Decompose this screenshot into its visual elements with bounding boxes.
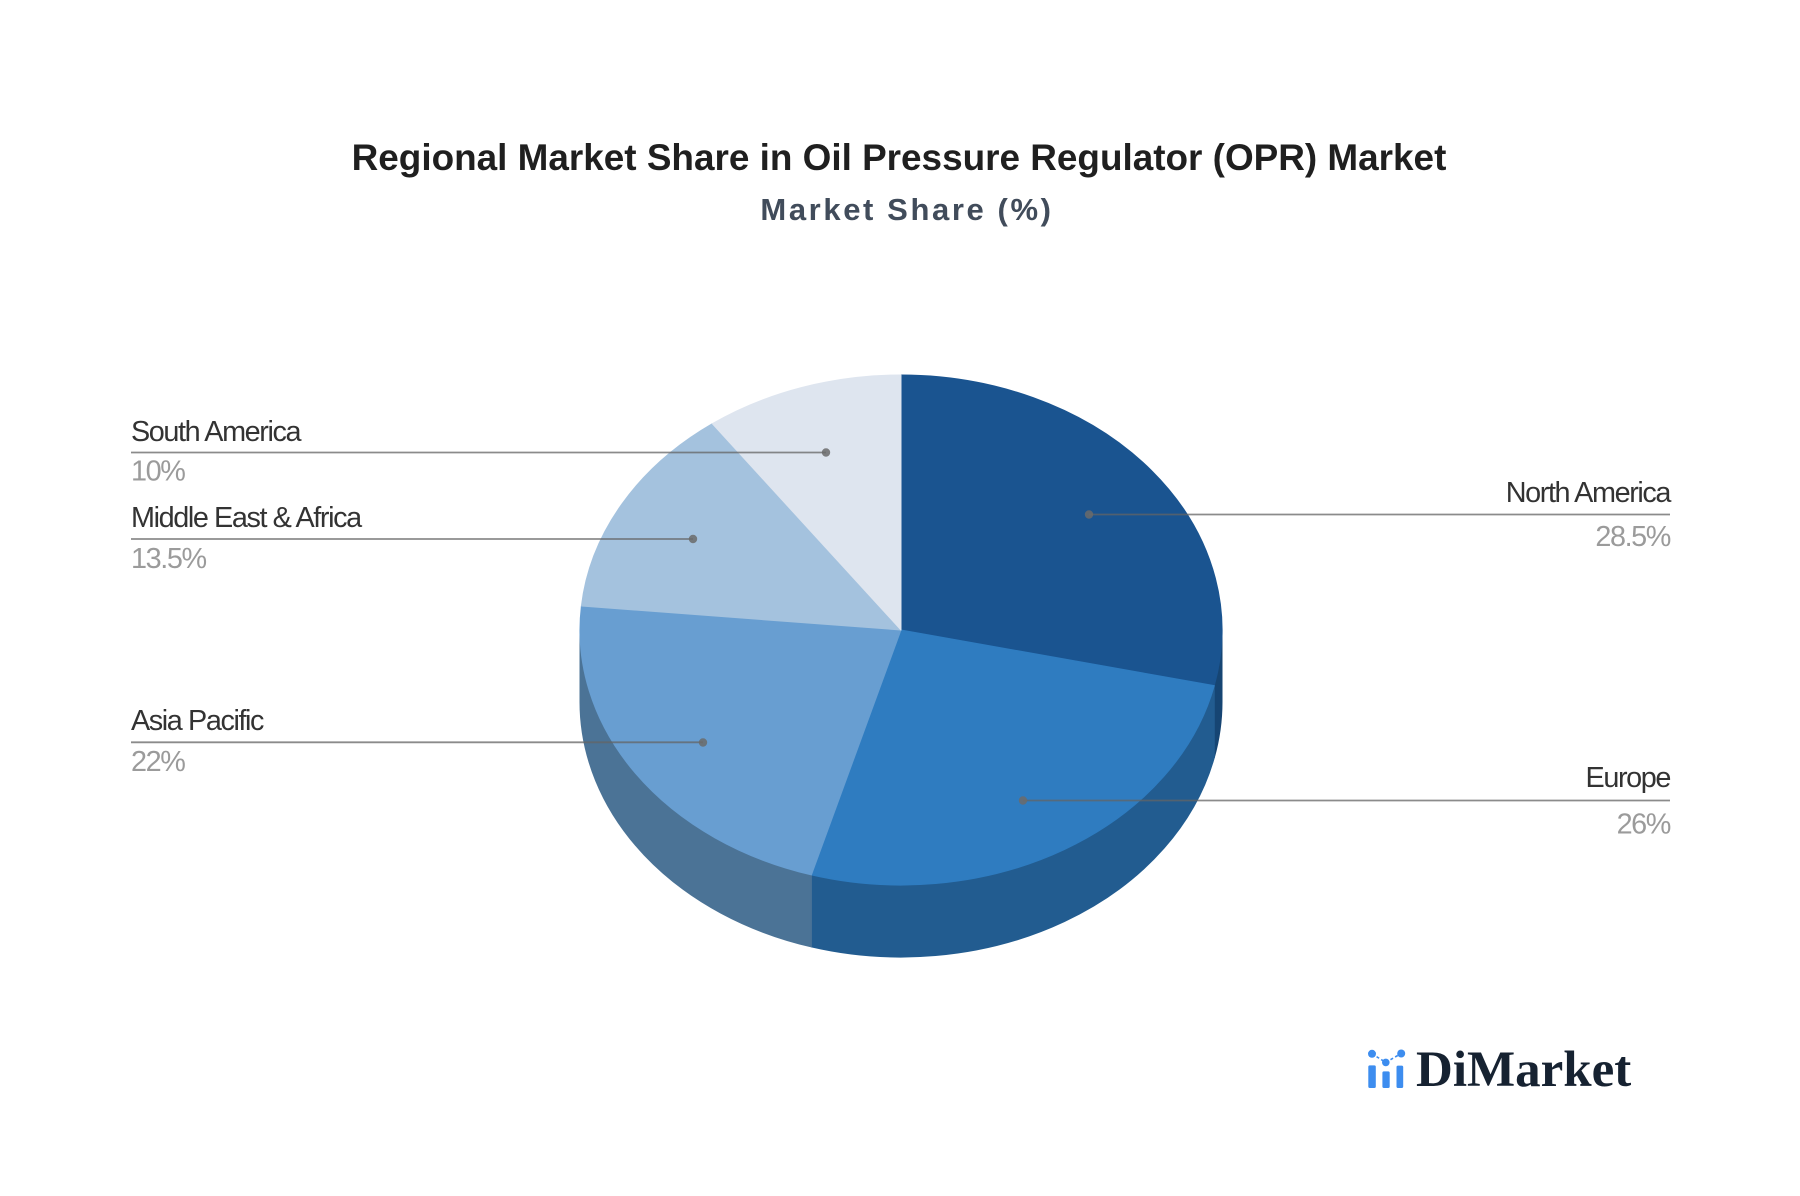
svg-text:North America: North America [1506, 477, 1673, 509]
svg-text:22%: 22% [131, 746, 185, 778]
svg-text:Asia Pacific: Asia Pacific [131, 705, 264, 737]
svg-text:Regional Market Share in Oil P: Regional Market Share in Oil Pressure Re… [352, 137, 1447, 178]
svg-text:13.5%: 13.5% [131, 543, 206, 575]
svg-text:10%: 10% [131, 456, 185, 488]
svg-text:26%: 26% [1617, 809, 1671, 841]
svg-text:Market Share (%): Market Share (%) [760, 192, 1053, 227]
svg-text:28.5%: 28.5% [1595, 521, 1670, 553]
svg-text:South America: South America [131, 416, 302, 448]
svg-text:Europe: Europe [1586, 762, 1671, 794]
svg-text:Middle East & Africa: Middle East & Africa [131, 502, 363, 534]
svg-text:DiMarket: DiMarket [1416, 1042, 1631, 1098]
